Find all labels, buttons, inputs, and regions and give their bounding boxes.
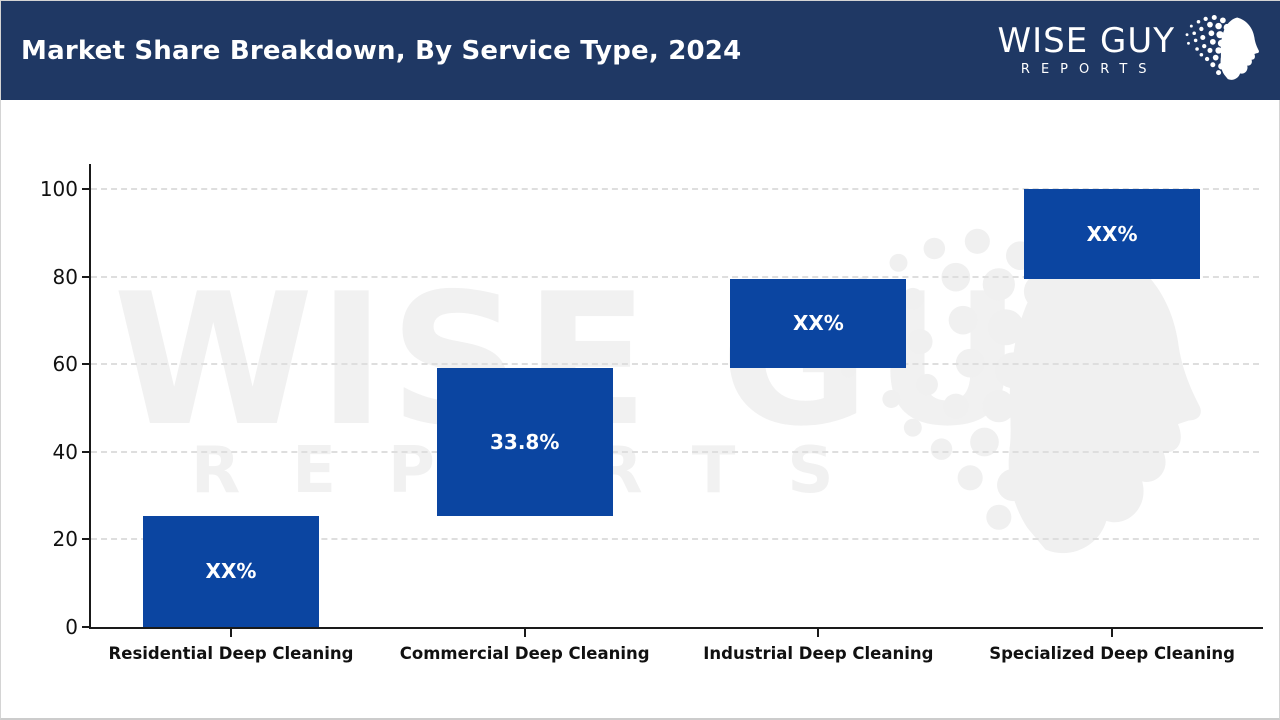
gridline-100 [91,188,1259,190]
x-tick-label-residential-deep-cleaning: Residential Deep Cleaning [108,644,354,663]
brand-logo: WISE GUY REPORTS [997,9,1263,93]
bar-value-label-residential-deep-cleaning: XX% [205,559,257,584]
y-tickmark-40 [82,450,91,453]
y-tickmark-0 [82,626,91,628]
bar-value-label-commercial-deep-cleaning: 33.8% [489,429,560,454]
y-tick-label-100: 100 [39,177,78,201]
y-tickmark-20 [82,538,91,541]
y-axis [89,164,91,629]
y-tickmark-100 [82,188,91,190]
brand-head-icon [1177,9,1263,93]
brand-name: WISE GUY [997,21,1175,61]
x-tick-label-specialized-deep-cleaning: Specialized Deep Cleaning [989,644,1235,663]
y-tickmark-80 [82,275,91,278]
page-title: Market Share Breakdown, By Service Type,… [21,35,742,66]
y-tickmark-60 [82,363,91,366]
gridline-60 [91,363,1259,366]
brand-logo-text: WISE GUY REPORTS [997,24,1175,77]
y-tick-label-20: 20 [52,527,78,552]
gridline-40 [91,450,1259,453]
y-tick-label-60: 60 [52,352,78,377]
header-bar: Market Share Breakdown, By Service Type,… [1,1,1280,100]
x-tickmark-specialized-deep-cleaning [1111,629,1114,637]
y-tick-label-80: 80 [52,264,78,289]
x-tick-label-commercial-deep-cleaning: Commercial Deep Cleaning [399,644,650,663]
x-tickmark-commercial-deep-cleaning [523,629,526,637]
x-axis [89,627,1263,629]
y-tick-label-40: 40 [52,439,78,464]
bar-commercial-deep-cleaning: 33.8% [436,367,613,516]
bar-value-label-specialized-deep-cleaning: XX% [1086,221,1138,246]
x-tickmark-residential-deep-cleaning [230,629,232,637]
bar-residential-deep-cleaning: XX% [143,515,319,627]
x-tickmark-industrial-deep-cleaning [817,629,820,637]
bar-industrial-deep-cleaning: XX% [730,278,907,368]
gridline-80 [91,275,1259,278]
brand-subtitle: REPORTS [1020,62,1158,77]
y-tick-label-0: 0 [65,615,78,639]
bar-value-label-industrial-deep-cleaning: XX% [792,311,844,336]
bar-specialized-deep-cleaning: XX% [1024,189,1201,279]
x-tick-label-industrial-deep-cleaning: Industrial Deep Cleaning [703,644,934,663]
gridline-20 [91,538,1259,541]
